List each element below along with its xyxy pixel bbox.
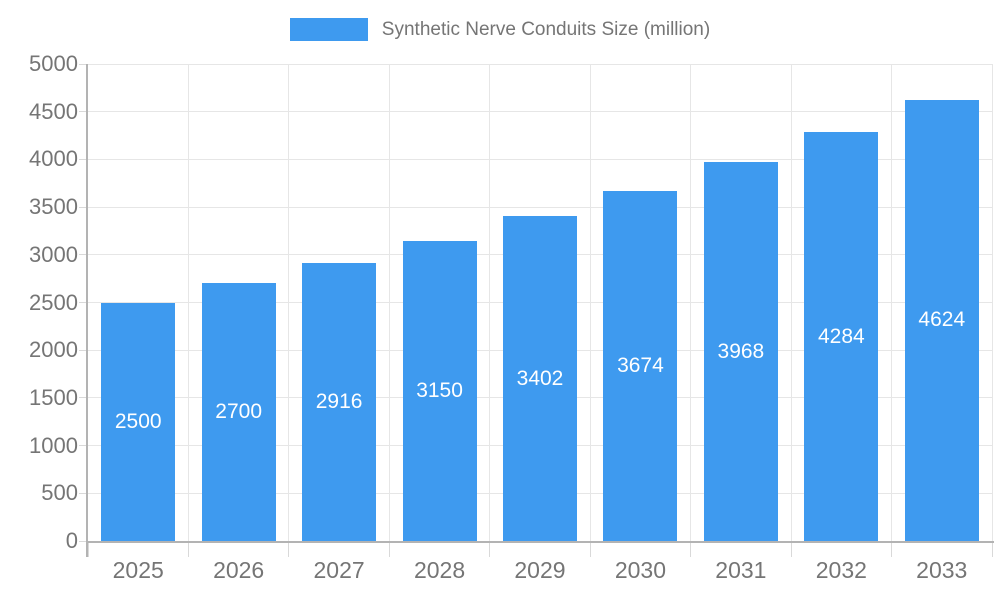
bar-2031[interactable]: 3968 bbox=[703, 162, 778, 541]
y-axis-line bbox=[86, 64, 88, 557]
x-axis-tick bbox=[187, 543, 189, 557]
x-axis-tick-label: 2030 bbox=[614, 557, 667, 583]
y-axis-tick bbox=[79, 302, 86, 303]
bar-2029[interactable]: 3402 bbox=[503, 216, 577, 541]
x-axis-tick-label: 2032 bbox=[815, 557, 867, 583]
v-gridline bbox=[388, 64, 390, 541]
y-axis-tick bbox=[79, 206, 86, 208]
h-gridline bbox=[88, 206, 992, 208]
x-axis-tick bbox=[790, 543, 792, 557]
x-axis-tick bbox=[891, 543, 893, 557]
bar-value-label: 2916 bbox=[315, 389, 363, 413]
x-axis-tick bbox=[489, 543, 491, 557]
legend: Synthetic Nerve Conduits Size (million) bbox=[0, 18, 1000, 41]
bar-value-label: 4284 bbox=[817, 324, 865, 348]
bar-2028[interactable]: 3150 bbox=[402, 240, 477, 541]
x-axis-tick bbox=[388, 543, 390, 557]
v-gridline bbox=[690, 64, 692, 541]
bar-2032[interactable]: 4284 bbox=[804, 132, 879, 541]
y-axis-tick bbox=[79, 445, 86, 447]
y-axis-tick-label: 1500 bbox=[29, 384, 78, 410]
y-axis-tick bbox=[79, 397, 86, 399]
bar-2027[interactable]: 2916 bbox=[302, 262, 377, 541]
y-axis-tick-label: 2000 bbox=[29, 337, 78, 363]
bar-2030[interactable]: 3674 bbox=[603, 190, 678, 541]
v-gridline bbox=[288, 64, 290, 541]
x-axis-tick bbox=[991, 543, 993, 557]
legend-label: Synthetic Nerve Conduits Size (million) bbox=[381, 19, 711, 40]
x-axis-tick bbox=[87, 543, 89, 557]
x-axis-tick-label: 2031 bbox=[715, 557, 767, 583]
x-axis-tick-label: 2027 bbox=[313, 557, 365, 583]
y-axis-tick bbox=[79, 111, 86, 113]
y-axis-tick bbox=[79, 158, 86, 160]
y-axis-tick-label: 2500 bbox=[29, 289, 78, 315]
plot-area: 2500 2700 2916 3150 3402 3674 3968 4284 4624 bbox=[79, 63, 994, 557]
x-axis-tick-label: 2029 bbox=[514, 557, 566, 583]
x-axis-tick-label: 2025 bbox=[112, 557, 164, 583]
v-gridline bbox=[187, 64, 189, 541]
v-gridline bbox=[790, 64, 792, 541]
y-axis-tick-label: 5000 bbox=[29, 51, 78, 76]
bar-value-label: 3150 bbox=[416, 378, 463, 402]
bar-2025[interactable]: 2500 bbox=[101, 302, 176, 541]
y-axis-tick bbox=[79, 540, 86, 542]
bar-value-label: 3674 bbox=[617, 353, 664, 377]
v-gridline bbox=[891, 64, 893, 541]
y-axis-tick bbox=[79, 63, 86, 65]
h-gridline bbox=[88, 63, 992, 65]
y-axis-tick-label: 4000 bbox=[29, 146, 78, 172]
h-gridline bbox=[88, 111, 992, 113]
bar-value-label: 4624 bbox=[918, 308, 966, 332]
y-axis-tick-label: 3500 bbox=[29, 194, 78, 220]
x-axis-tick-label: 2028 bbox=[413, 557, 466, 583]
v-gridline bbox=[991, 64, 993, 541]
y-axis-tick-label: 4500 bbox=[29, 98, 78, 124]
y-axis-tick-label: 1000 bbox=[29, 432, 78, 458]
v-gridline bbox=[489, 64, 491, 541]
x-axis-tick-label: 2026 bbox=[213, 557, 265, 583]
y-axis-tick bbox=[79, 492, 86, 494]
y-axis-tick bbox=[79, 254, 86, 256]
y-axis-tick bbox=[79, 349, 86, 351]
bar-value-label: 2500 bbox=[114, 409, 162, 433]
legend-swatch bbox=[289, 18, 368, 41]
x-axis-tick-label: 2033 bbox=[916, 557, 968, 583]
x-axis-line bbox=[86, 541, 994, 543]
bar-value-label: 2700 bbox=[215, 400, 263, 424]
x-axis-tick bbox=[589, 543, 591, 557]
bar-value-label: 3402 bbox=[516, 366, 564, 390]
bar-2026[interactable]: 2700 bbox=[201, 283, 276, 541]
y-axis-tick-label: 3000 bbox=[29, 241, 78, 267]
bar-value-label: 3968 bbox=[717, 339, 765, 363]
y-axis-tick-label: 500 bbox=[41, 480, 78, 506]
bar-2033[interactable]: 4624 bbox=[904, 99, 979, 541]
v-gridline bbox=[589, 64, 591, 541]
x-axis-tick bbox=[690, 543, 692, 557]
y-axis-tick-label: 0 bbox=[65, 528, 78, 553]
x-axis-tick bbox=[288, 543, 290, 557]
h-gridline bbox=[88, 158, 992, 160]
